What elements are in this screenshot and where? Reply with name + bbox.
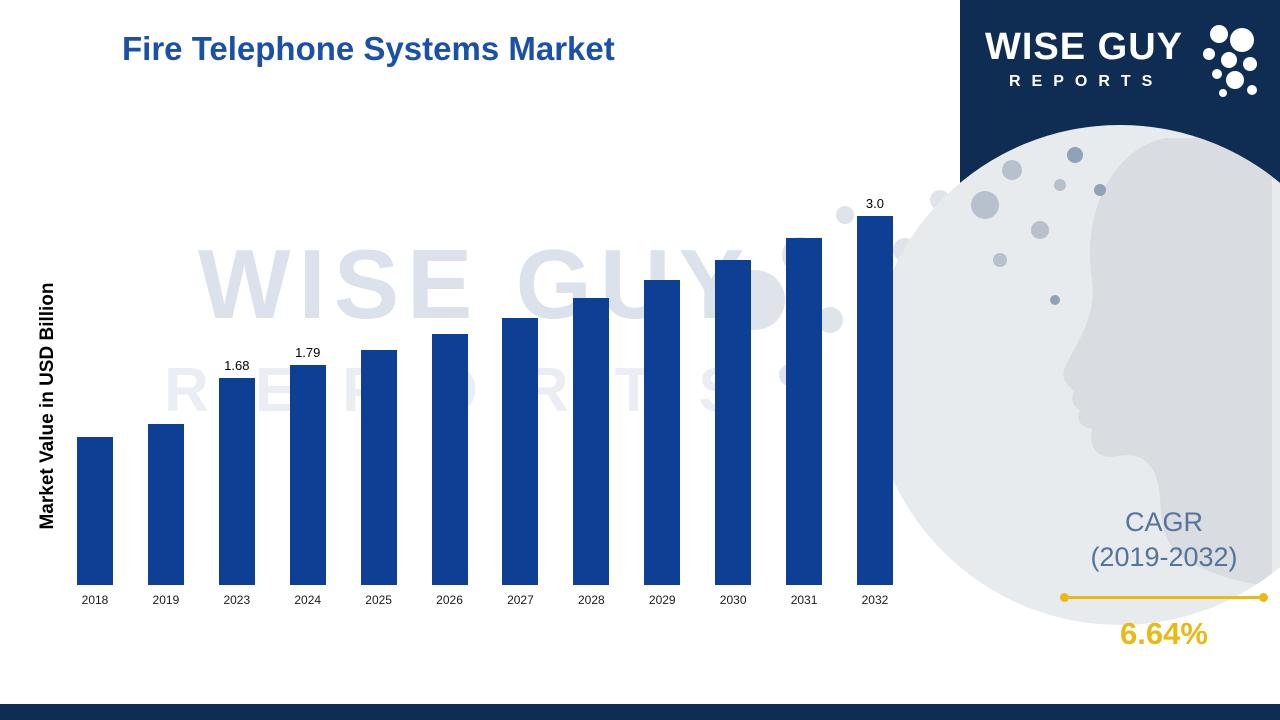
cagr-block: CAGR (2019-2032) 6.64% [1058,505,1270,652]
bar-value-label: 1.79 [295,345,321,360]
bar-group: 2025 [359,330,399,607]
bar-2029 [644,280,681,585]
x-tick-label: 2019 [152,593,180,607]
x-tick-label: 2031 [790,593,818,607]
bar-2019 [147,424,184,585]
x-tick-label: 2030 [719,593,747,607]
cagr-value: 6.64% [1120,616,1208,652]
x-tick-label: 2026 [436,593,463,607]
bar-2031 [786,238,823,585]
logo-subtitle: REPORTS [1009,73,1164,90]
bar-2030 [715,260,752,585]
bar-2028 [573,298,610,585]
cagr-range: (2019-2032) [1090,542,1238,573]
bar-group: 1.79 2024 [288,345,328,607]
logo-wordmark: WISE GUY [985,26,1184,68]
x-tick-label: 2025 [365,593,392,607]
bottom-bar [0,704,1280,720]
x-tick-label: 2027 [507,593,534,607]
bar-group: 2019 [146,404,186,607]
bar-group: 1.68 2023 [217,358,257,607]
bar-group: 2030 [713,240,753,607]
divider-dot-right [1259,593,1268,603]
bar-group: 2026 [430,314,470,607]
bar-group: 2028 [571,278,611,607]
bar-2027 [502,318,539,585]
bar-value-label: 1.68 [224,358,250,373]
x-tick-label: 2029 [648,593,676,607]
bar-value-label: 3.0 [865,196,884,211]
x-tick-label: 2032 [861,593,889,607]
x-tick-label: 2023 [223,593,251,607]
x-tick-label: 2028 [577,593,605,607]
plot-area: 2018 2019 1.68 2023 1.79 2024 2025 2026 2027 2028… [75,187,895,607]
face-silhouette [971,138,1272,586]
bar-2023 [218,378,255,585]
wiseguy-logo: WISE GUY REPORTS [985,25,1269,110]
x-tick-label: 2018 [81,593,109,607]
bar-group: 2018 [75,417,115,607]
bar-group: 3.0 2032 [855,196,895,607]
cagr-divider [1060,593,1268,603]
bar-2032 [856,216,893,585]
cagr-label: CAGR [1124,507,1203,537]
bar-group: 2031 [784,218,824,607]
logo-text: WISE GUY REPORTS [985,26,1183,91]
bar-2024 [289,365,326,585]
divider-line [1069,596,1259,600]
bar-2025 [360,350,397,585]
x-tick-label: 2024 [294,593,322,607]
bar-group: 2027 [500,298,540,607]
bar-2018 [77,437,113,585]
bar-group: 2029 [642,260,682,607]
divider-dot-left [1060,593,1069,603]
page-title: Fire Telephone Systems Market [122,30,615,67]
y-axis-label: Market Value in USD Billion [37,282,58,530]
wiseguy-face-icon [1203,25,1258,97]
bar-2026 [431,334,468,585]
